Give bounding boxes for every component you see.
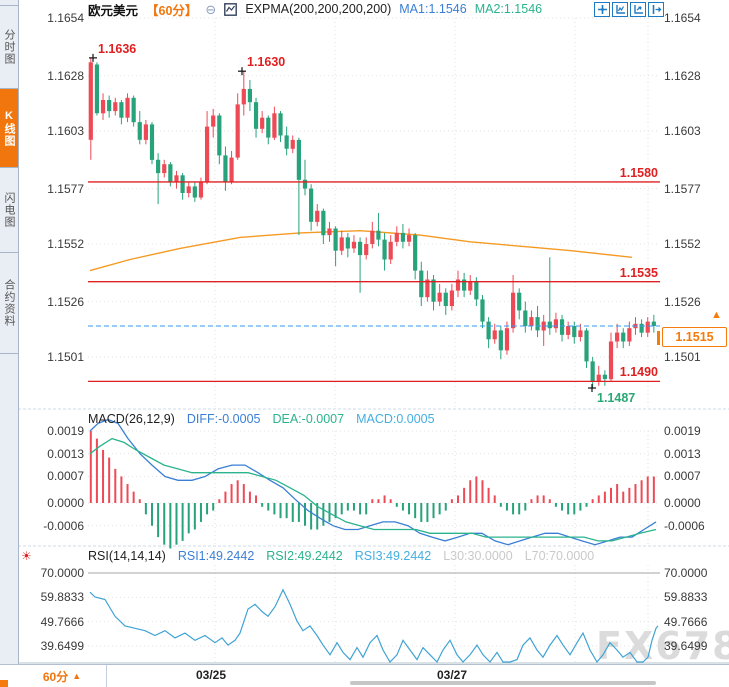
extreme-price-label: 1.1487: [597, 391, 636, 406]
x-axis-date-2: 03/27: [437, 668, 468, 682]
sidebar: 分时图 K线图 闪电图 合约资料: [0, 0, 19, 687]
period-up-arrow-icon: ▲: [72, 671, 82, 681]
price-axis-tick-right: 1.1501: [664, 350, 701, 364]
rsi-axis-tick-right: 59.8833: [664, 590, 708, 605]
macd-axis-tick-left: -0.0006: [43, 518, 84, 533]
price-up-arrow-icon: ▲: [711, 309, 722, 321]
period-label: 【60分】: [146, 3, 198, 18]
collapse-indicator-icon[interactable]: ⊖: [205, 1, 217, 17]
sidebar-tab-contract-info[interactable]: 合约资料: [0, 253, 18, 354]
period-selector[interactable]: 60分 ▲: [18, 665, 107, 687]
crosshair-icon[interactable]: [594, 2, 610, 17]
kline-style-icon[interactable]: [224, 2, 238, 16]
horizontal-scrollbar[interactable]: [350, 681, 656, 685]
macd-axis-tick-left: 0.0000: [47, 496, 84, 510]
price-axis-tick-left: 1.1654: [47, 11, 84, 25]
rsi-title: RSI(14,14,14): [88, 549, 166, 563]
macd-axis-tick-left: 0.0019: [47, 424, 84, 438]
expma-legend: EXPMA(200,200,200,200): [245, 2, 392, 16]
price-axis-tick-left: 1.1628: [47, 68, 84, 83]
current-price-tick: [657, 331, 660, 345]
sidebar-tab-kline[interactable]: K线图: [0, 89, 18, 168]
watermark: FX678: [596, 624, 729, 668]
price-axis-tick-right: 1.1654: [664, 11, 701, 25]
macd-axis-tick-right: 0.0007: [664, 469, 701, 484]
macd-dea-value: DEA:-0.0007: [272, 412, 345, 426]
macd-axis-tick-left: 0.0007: [47, 469, 84, 484]
rsi-axis-tick-right: 70.0000: [664, 566, 708, 580]
x-axis-date-1: 03/25: [196, 668, 227, 682]
price-axis-tick-right: 1.1628: [664, 68, 701, 83]
topbar: 欧元美元 【60分】 ⊖ EXPMA(200,200,200,200) MA1:…: [88, 0, 542, 18]
rsi-axis-tick-left: 59.8833: [40, 590, 84, 605]
sidebar-tab-lightning[interactable]: 闪电图: [0, 168, 18, 253]
macd-axis-tick-right: 0.0019: [664, 424, 701, 438]
macd-title: MACD(26,12,9): [88, 412, 175, 426]
price-axis-tick-left: 1.1603: [47, 124, 84, 138]
price-axis-tick-left: 1.1552: [47, 237, 84, 251]
rsi-axis-tick-left: 70.0000: [40, 566, 84, 580]
rsi-header: RSI(14,14,14) RSI1:49.2442 RSI2:49.2442 …: [88, 549, 594, 563]
level-label: 1.1535: [619, 265, 658, 280]
rsi-l70-value: L70:70.0000: [524, 549, 595, 563]
price-axis-tick-left: 1.1526: [47, 294, 84, 309]
macd-axis-tick-right: 0.0013: [664, 446, 701, 461]
price-axis-tick-right: 1.1526: [664, 294, 701, 309]
extreme-price-label: 1.1630: [247, 55, 286, 70]
level-label: 1.1490: [619, 365, 658, 380]
macd-diff-value: DIFF:-0.0005: [186, 412, 261, 426]
shift-right-icon[interactable]: [648, 2, 664, 17]
window-toolbar: [594, 2, 664, 17]
price-axis-tick-right: 1.1552: [664, 237, 701, 251]
price-axis-tick-right: 1.1603: [664, 124, 701, 138]
symbol-label: 欧元美元: [88, 3, 139, 18]
axis-zoom-out-icon[interactable]: [630, 2, 646, 17]
extreme-price-label: 1.1636: [98, 41, 137, 56]
macd-axis-tick-right: -0.0006: [664, 518, 705, 533]
sun-icon: ☀: [21, 549, 32, 563]
rsi-axis-tick-right: 49.7666: [664, 614, 708, 629]
current-price-box: 1.1515: [662, 327, 727, 347]
rsi-axis-tick-left: 39.6499: [40, 638, 84, 653]
price-axis-tick-left: 1.1501: [47, 350, 84, 364]
period-selector-label: 60分: [42, 669, 69, 684]
sidebar-tab-timeshare[interactable]: 分时图: [0, 5, 18, 89]
macd-axis-tick-left: 0.0013: [47, 446, 84, 461]
macd-header: MACD(26,12,9) DIFF:-0.0005 DEA:-0.0007 M…: [88, 412, 435, 426]
rsi1-value: RSI1:49.2442: [177, 549, 255, 563]
rsi3-value: RSI3:49.2442: [354, 549, 432, 563]
macd-axis-tick-right: 0.0000: [664, 496, 701, 510]
price-axis-tick-left: 1.1577: [47, 181, 84, 196]
level-label: 1.1580: [619, 165, 658, 180]
rsi-axis-tick-left: 49.7666: [40, 614, 84, 629]
rsi-axis-tick-right: 39.6499: [664, 638, 708, 653]
price-axis-tick-right: 1.1577: [664, 181, 701, 196]
ma1-legend: MA1:1.1546: [399, 2, 467, 16]
rsi2-value: RSI2:49.2442: [266, 549, 343, 563]
scrollbar-corner-handle: [0, 680, 8, 687]
ma2-legend: MA2:1.1546: [474, 2, 543, 16]
macd-macd-value: MACD:0.0005: [356, 412, 435, 426]
rsi-l30-value: L30:30.0000: [443, 549, 513, 563]
axis-zoom-in-icon[interactable]: [612, 2, 628, 17]
